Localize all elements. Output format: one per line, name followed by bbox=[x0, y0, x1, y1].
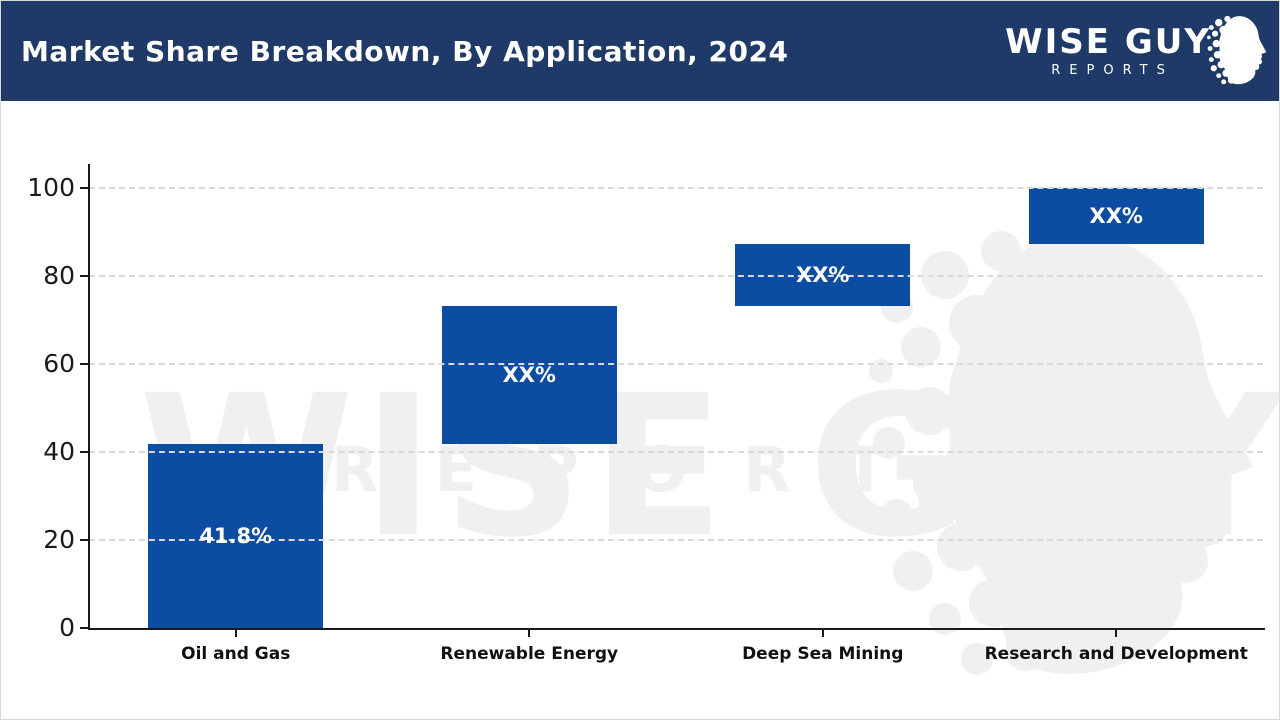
bar-research-and-development bbox=[1028, 188, 1204, 245]
bar-value-label: XX% bbox=[1089, 204, 1143, 229]
x-tick-mark bbox=[528, 628, 531, 637]
bar-value-label: XX% bbox=[796, 263, 850, 288]
x-category-label: Deep Sea Mining bbox=[742, 644, 904, 664]
gridline-80 bbox=[89, 275, 1263, 277]
gridline-20 bbox=[89, 539, 1263, 541]
y-tick-label: 40 bbox=[43, 437, 75, 466]
gridline-100 bbox=[89, 187, 1263, 189]
wise-guy-logo: WISE GUY REPORTS bbox=[1005, 14, 1267, 88]
x-tick-mark bbox=[234, 628, 237, 637]
y-tick-mark bbox=[80, 363, 89, 365]
gridline-40 bbox=[89, 451, 1263, 453]
y-tick-label: 80 bbox=[43, 261, 75, 290]
watermark-head-icon bbox=[869, 231, 1253, 675]
page-title: Market Share Breakdown, By Application, … bbox=[21, 34, 789, 68]
gridline-60 bbox=[89, 363, 1263, 365]
logo-subtext: REPORTS bbox=[1051, 62, 1174, 78]
y-tick-mark bbox=[80, 187, 89, 189]
y-tick-label: 0 bbox=[59, 613, 75, 642]
x-category-label: Oil and Gas bbox=[181, 644, 291, 664]
y-tick-label: 20 bbox=[43, 525, 75, 554]
chart-area: WISE GUY REPORTS 0 20 40 60 80 100 41.8% Oil an… bbox=[1, 101, 1279, 719]
y-tick-mark bbox=[80, 275, 89, 277]
dotted-head-icon bbox=[1207, 15, 1267, 85]
x-category-label: Renewable Energy bbox=[440, 644, 619, 664]
bar-oil-and-gas bbox=[148, 444, 324, 628]
bar-renewable-energy bbox=[441, 305, 617, 445]
bar-value-label: XX% bbox=[502, 362, 556, 387]
x-category-label: Research and Development bbox=[984, 644, 1248, 664]
header-bar: Market Share Breakdown, By Application, … bbox=[1, 1, 1279, 101]
x-tick-mark bbox=[821, 628, 824, 637]
bar-value-label: 41.8% bbox=[199, 524, 273, 549]
x-axis-line bbox=[88, 628, 1265, 630]
y-tick-label: 100 bbox=[27, 173, 75, 202]
logo-wordmark: WISE GUY bbox=[1005, 21, 1211, 62]
y-axis-line bbox=[88, 164, 90, 630]
y-tick-mark bbox=[80, 627, 89, 629]
x-tick-mark bbox=[1115, 628, 1118, 637]
y-tick-mark bbox=[80, 451, 89, 453]
y-tick-mark bbox=[80, 539, 89, 541]
logo-text: WISE GUY REPORTS bbox=[1005, 25, 1211, 78]
y-tick-label: 60 bbox=[43, 349, 75, 378]
